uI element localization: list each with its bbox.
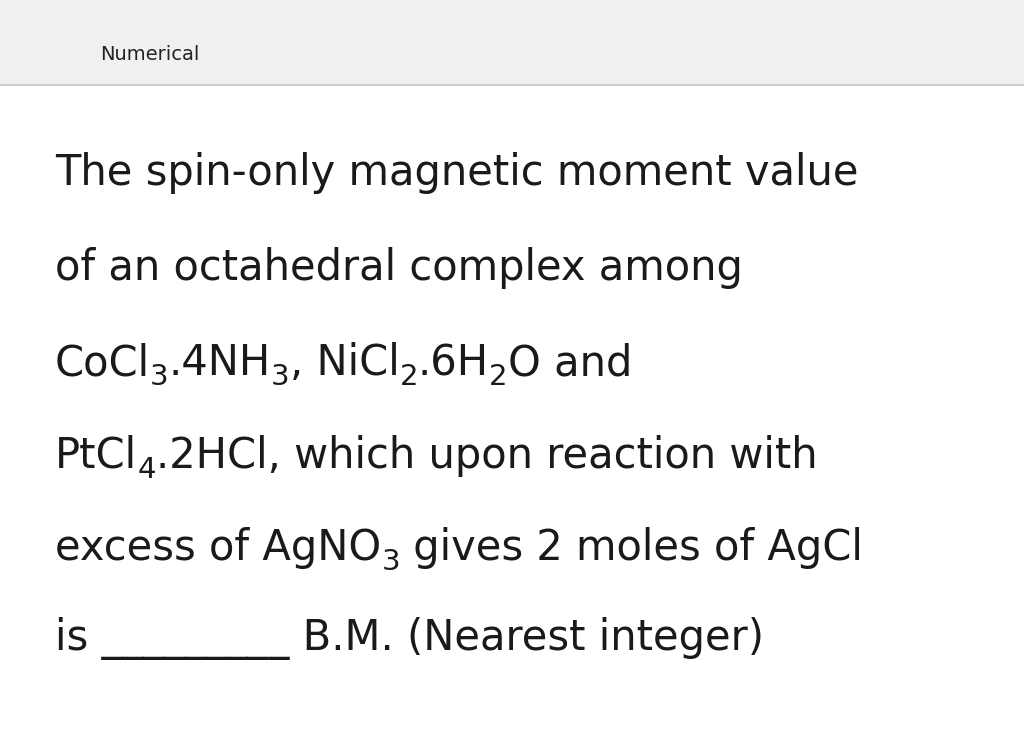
Text: 2: 2 [489, 363, 508, 391]
Text: Numerical: Numerical [100, 45, 200, 65]
Text: .2HCl, which upon reaction with: .2HCl, which upon reaction with [156, 435, 817, 477]
Text: 4: 4 [137, 456, 156, 484]
Text: .4NH: .4NH [169, 342, 271, 384]
Text: of an octahedral complex among: of an octahedral complex among [55, 247, 742, 289]
Text: 3: 3 [271, 363, 290, 391]
Text: , NiCl: , NiCl [290, 342, 399, 384]
Bar [0, 85, 1024, 733]
Text: O and: O and [508, 342, 632, 384]
Text: PtCl: PtCl [55, 435, 137, 477]
Text: .6H: .6H [418, 342, 489, 384]
Text: 3: 3 [381, 548, 400, 576]
Text: 2: 2 [399, 363, 418, 391]
Text: CoCl: CoCl [55, 342, 151, 384]
Text: 3: 3 [151, 363, 169, 391]
Text: is _________ B.M. (Nearest integer): is _________ B.M. (Nearest integer) [55, 617, 764, 660]
Text: excess of AgNO: excess of AgNO [55, 527, 381, 569]
Text: gives 2 moles of AgCl: gives 2 moles of AgCl [400, 527, 863, 569]
Bar [0, 0, 1024, 85]
Text: The spin-only magnetic moment value: The spin-only magnetic moment value [55, 152, 858, 194]
